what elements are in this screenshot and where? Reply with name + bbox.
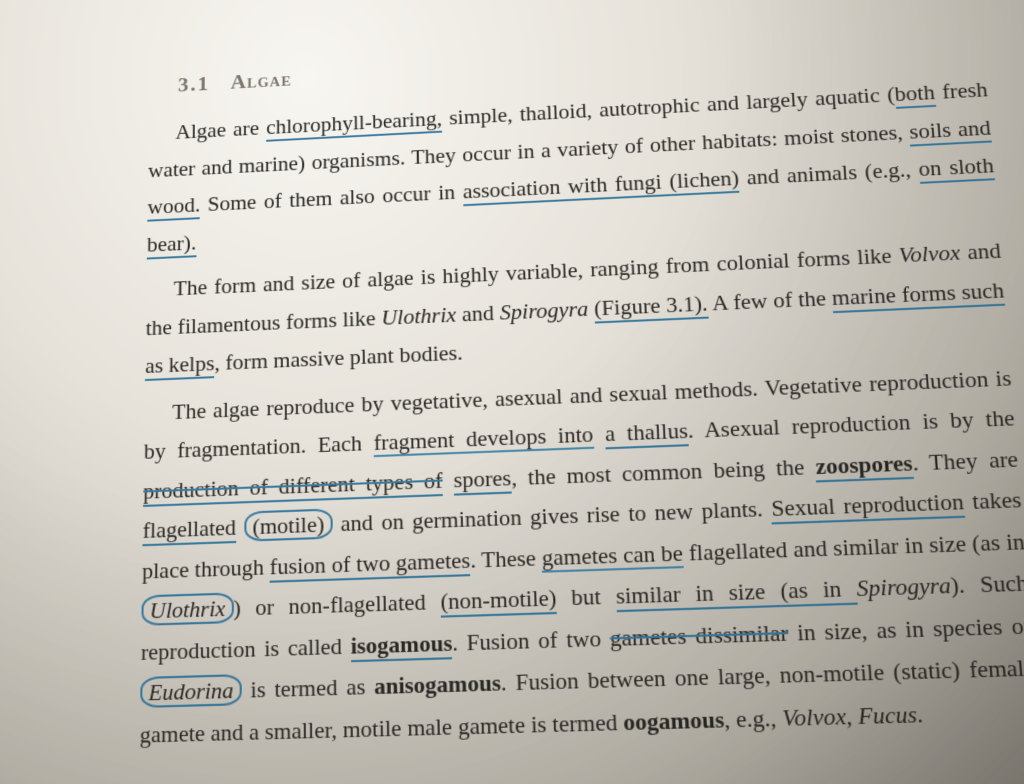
text: . Fusion of two — [452, 624, 610, 656]
underlined: fusion of two gametes — [270, 546, 471, 582]
bold-term: anisogamous — [374, 669, 501, 700]
paragraph-3: The algae reproduce by vegetative, asexu… — [139, 358, 1024, 756]
text: Some of them also occur in — [200, 179, 463, 216]
text — [236, 514, 244, 540]
circled: (motile) — [244, 508, 332, 541]
text: Algae are — [175, 115, 266, 144]
text: in size, as in species of — [787, 611, 1024, 646]
text: and — [456, 299, 500, 326]
text: but — [556, 582, 616, 611]
section-title: Algae — [231, 67, 292, 94]
text: , the most common being the — [511, 452, 816, 489]
underlined: spores — [453, 464, 511, 495]
text: . — [916, 699, 924, 727]
underlined: similar in size (as in — [615, 574, 857, 612]
genus: Volvox — [781, 701, 846, 730]
text: , e.g., — [723, 703, 783, 732]
paragraph-1: Algae are chlorophyll-bearing, simple, t… — [147, 71, 999, 264]
underlined: association with fungi (lichen) — [462, 165, 739, 206]
text: is termed as — [242, 672, 374, 703]
genus: Spirogyra — [499, 295, 588, 324]
bold-term: zoospores — [815, 449, 914, 482]
text: . Asexual reproduction is by the — [687, 404, 1015, 443]
genus-circled: Eudorina — [140, 674, 242, 708]
genus: Ulothrix — [381, 301, 456, 329]
underlined: chlorophyll-bearing, — [266, 106, 442, 142]
text: . These — [470, 544, 542, 573]
bold-term: isogamous — [351, 629, 453, 662]
underlined: gametes can be — [541, 539, 683, 572]
section-number: 3.1 — [178, 71, 210, 96]
figure-ref: (Figure 3.1). — [594, 290, 709, 323]
text: . They are — [911, 445, 1018, 475]
text: A few of the — [707, 284, 833, 315]
genus: Volvox — [898, 239, 961, 267]
underlined: Sexual reproduction — [771, 488, 965, 525]
underlined: both — [894, 80, 936, 109]
text — [442, 466, 453, 492]
bold-term: oogamous — [623, 705, 725, 735]
underlined: (non-motile) — [440, 584, 557, 618]
struck-underlined: production of different types of — [143, 466, 443, 506]
text: and on germination gives rise to new pla… — [332, 495, 772, 537]
text: and animals (e.g., — [738, 156, 919, 190]
underlined: flagellated — [143, 514, 237, 546]
textbook-page: 3.1 Algae Algae are chlorophyll-bearing,… — [0, 0, 1024, 784]
genus: Spirogyra — [856, 571, 952, 601]
genus-circled: Ulothrix — [141, 592, 233, 626]
struck: gametes dissimilar — [609, 618, 788, 651]
text: , form massive plant bodies. — [214, 339, 463, 375]
text — [593, 420, 606, 446]
genus: Fucus — [857, 700, 918, 729]
underlined: a thallus — [605, 417, 689, 449]
text: flagellated and similar in size (as in — [682, 527, 1024, 565]
text: ) or non-flagellated — [233, 588, 440, 621]
underlined: fragment develops into — [374, 421, 594, 457]
